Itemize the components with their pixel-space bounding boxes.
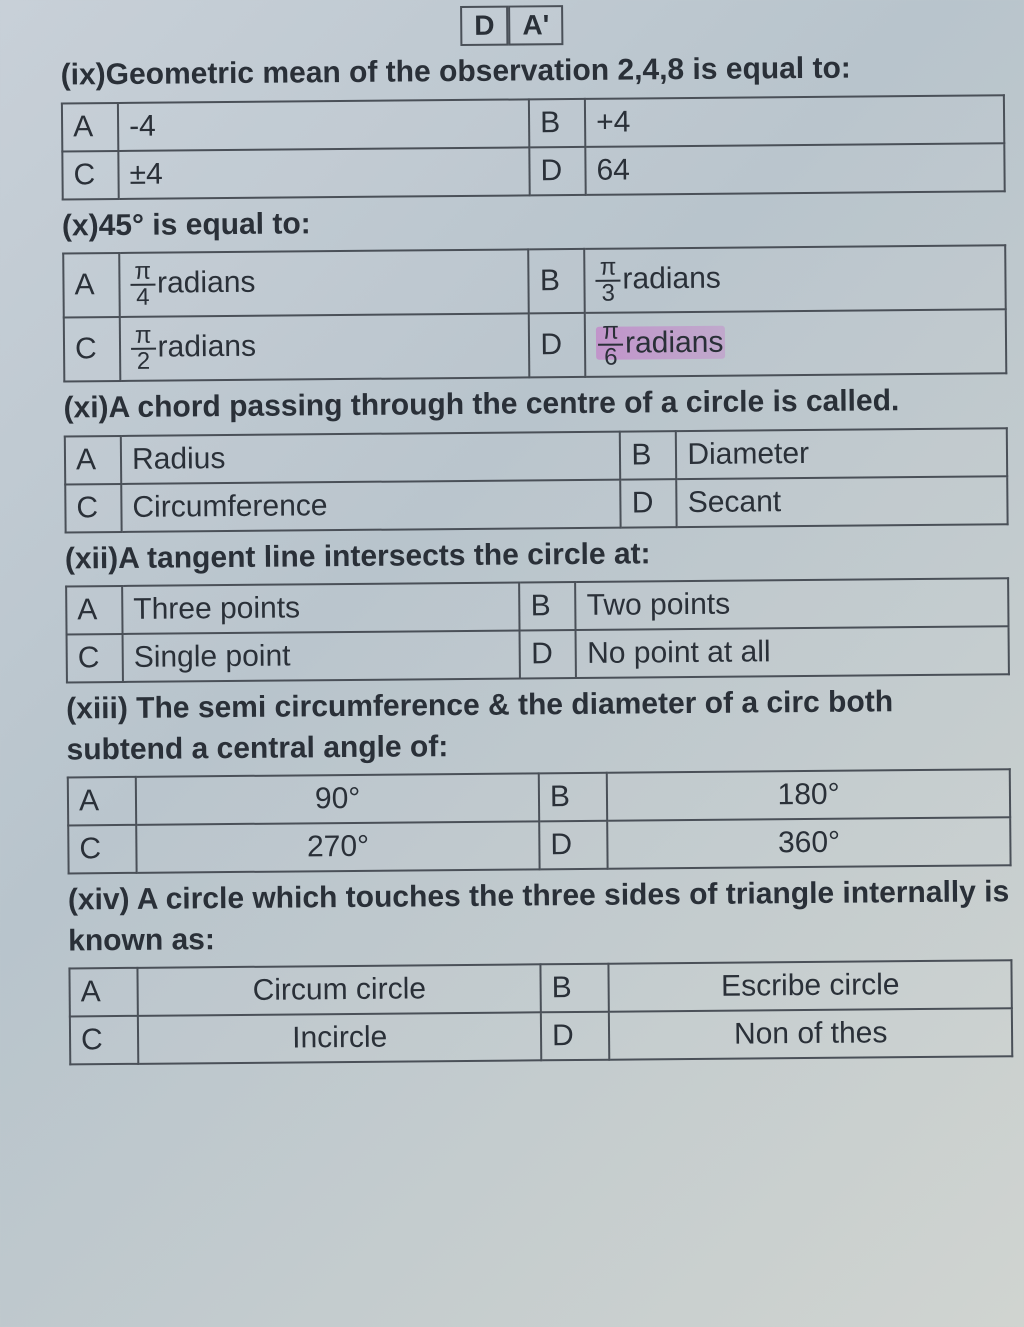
question-xi-text: (xi)A chord passing through the centre o… [63, 384, 899, 424]
opt-xiii-a: 90° [136, 773, 539, 825]
opt-label-a: A [63, 253, 120, 317]
opt-xii-a: Three points [122, 582, 520, 633]
opt-xiii-d: 360° [607, 817, 1010, 869]
options-ix: A -4 B +4 C ±4 D 64 [61, 94, 1006, 200]
prev-d-label: D [460, 6, 509, 46]
opt-xi-a: Radius [121, 431, 621, 483]
table-row: C Circumference D Secant [65, 476, 1007, 532]
question-xiv-text: (xiv) A circle which touches the three s… [68, 875, 1010, 957]
options-x: A π 4 radians B π 3 radians C π 2 [62, 244, 1007, 382]
opt-xi-b: Diameter [676, 428, 1007, 479]
question-xiii: (xiii) The semi circumference & the diam… [66, 681, 1011, 770]
fraction-icon: π 6 [598, 320, 623, 370]
opt-xiii-b: 180° [607, 769, 1010, 821]
worksheet-page: D A' (ix)Geometric mean of the observati… [0, 0, 1024, 1090]
question-xi: (xi)A chord passing through the centre o… [63, 380, 1007, 429]
opt-label-c: C [68, 825, 137, 874]
opt-label-c: C [67, 634, 123, 682]
options-xii: A Three points B Two points C Single poi… [65, 577, 1010, 683]
opt-label-b: B [520, 582, 576, 630]
table-row: A 90° B 180° [68, 769, 1010, 825]
opt-label-d: D [529, 313, 586, 377]
options-xi: A Radius B Diameter C Circumference D Se… [64, 427, 1009, 533]
opt-label-a: A [65, 435, 121, 483]
question-x-text: (x)45° is equal to: [62, 207, 311, 242]
opt-xiv-a: Circum circle [138, 964, 541, 1016]
opt-xiv-d: Non of thes [609, 1008, 1012, 1060]
opt-xii-c: Single point [123, 630, 521, 681]
prev-d-value: A' [508, 5, 563, 45]
opt-label-c: C [62, 150, 118, 198]
opt-x-a: π 4 radians [119, 249, 529, 317]
opt-x-d: π 6 radians [585, 309, 1006, 377]
opt-xii-d: No point at all [576, 626, 1009, 678]
opt-label-c: C [64, 317, 121, 381]
opt-label-d: D [541, 1012, 610, 1061]
table-row: A -4 B +4 [62, 95, 1004, 151]
opt-label-a: A [69, 968, 138, 1017]
opt-label-d: D [621, 479, 677, 527]
table-row: A π 4 radians B π 3 radians [63, 245, 1006, 317]
opt-label-c: C [70, 1016, 139, 1065]
opt-ix-c: ±4 [118, 147, 529, 199]
opt-xiv-b: Escribe circle [609, 960, 1012, 1012]
table-row: A Radius B Diameter [65, 428, 1007, 484]
opt-label-d: D [539, 821, 608, 870]
question-xiii-text: (xiii) The semi circumference & the diam… [66, 685, 893, 766]
table-row: A Three points B Two points [66, 578, 1008, 634]
table-row: C Single point D No point at all [67, 626, 1009, 682]
question-xiv: (xiv) A circle which touches the three s… [68, 872, 1013, 961]
table-row: C Incircle D Non of thes [70, 1008, 1012, 1064]
question-ix-text: (ix)Geometric mean of the observation 2,… [61, 52, 851, 92]
question-xii-text: (xii)A tangent line intersects the circl… [65, 537, 651, 575]
table-row: A Circum circle B Escribe circle [69, 960, 1011, 1016]
partial-previous-row: D A' [460, 1, 1004, 46]
opt-label-a: A [66, 586, 122, 634]
opt-label-b: B [529, 249, 586, 313]
question-ix: (ix)Geometric mean of the observation 2,… [60, 47, 1004, 96]
opt-ix-d: 64 [585, 143, 1004, 195]
opt-label-d: D [520, 630, 576, 678]
opt-xii-b: Two points [576, 578, 1009, 630]
opt-xi-d: Secant [677, 476, 1008, 527]
opt-label-a: A [68, 777, 137, 826]
question-x: (x)45° is equal to: [62, 198, 1006, 247]
opt-label-b: B [540, 964, 609, 1013]
opt-xiv-c: Incircle [138, 1012, 541, 1064]
table-row: C 270° D 360° [68, 817, 1010, 873]
options-xiv: A Circum circle B Escribe circle C Incir… [68, 959, 1013, 1065]
opt-ix-b: +4 [585, 95, 1004, 147]
fraction-icon: π 3 [596, 256, 621, 306]
opt-x-b: π 3 radians [585, 245, 1006, 313]
fraction-icon: π 2 [131, 324, 156, 374]
opt-label-c: C [65, 483, 121, 531]
opt-xiii-c: 270° [137, 821, 540, 873]
opt-label-d: D [529, 146, 585, 194]
opt-ix-a: -4 [118, 99, 529, 151]
opt-x-c: π 2 radians [120, 313, 530, 381]
highlight-icon: π 6 radians [596, 326, 725, 360]
opt-xi-c: Circumference [121, 479, 621, 531]
fraction-icon: π 4 [130, 260, 155, 310]
question-xii: (xii)A tangent line intersects the circl… [65, 531, 1009, 580]
options-xiii: A 90° B 180° C 270° D 360° [67, 768, 1012, 874]
opt-label-a: A [62, 102, 118, 150]
opt-label-b: B [620, 431, 676, 479]
opt-label-b: B [539, 773, 608, 822]
table-row: C ±4 D 64 [62, 143, 1004, 199]
table-row: C π 2 radians D π 6 radians [64, 309, 1007, 381]
opt-label-b: B [529, 98, 585, 146]
